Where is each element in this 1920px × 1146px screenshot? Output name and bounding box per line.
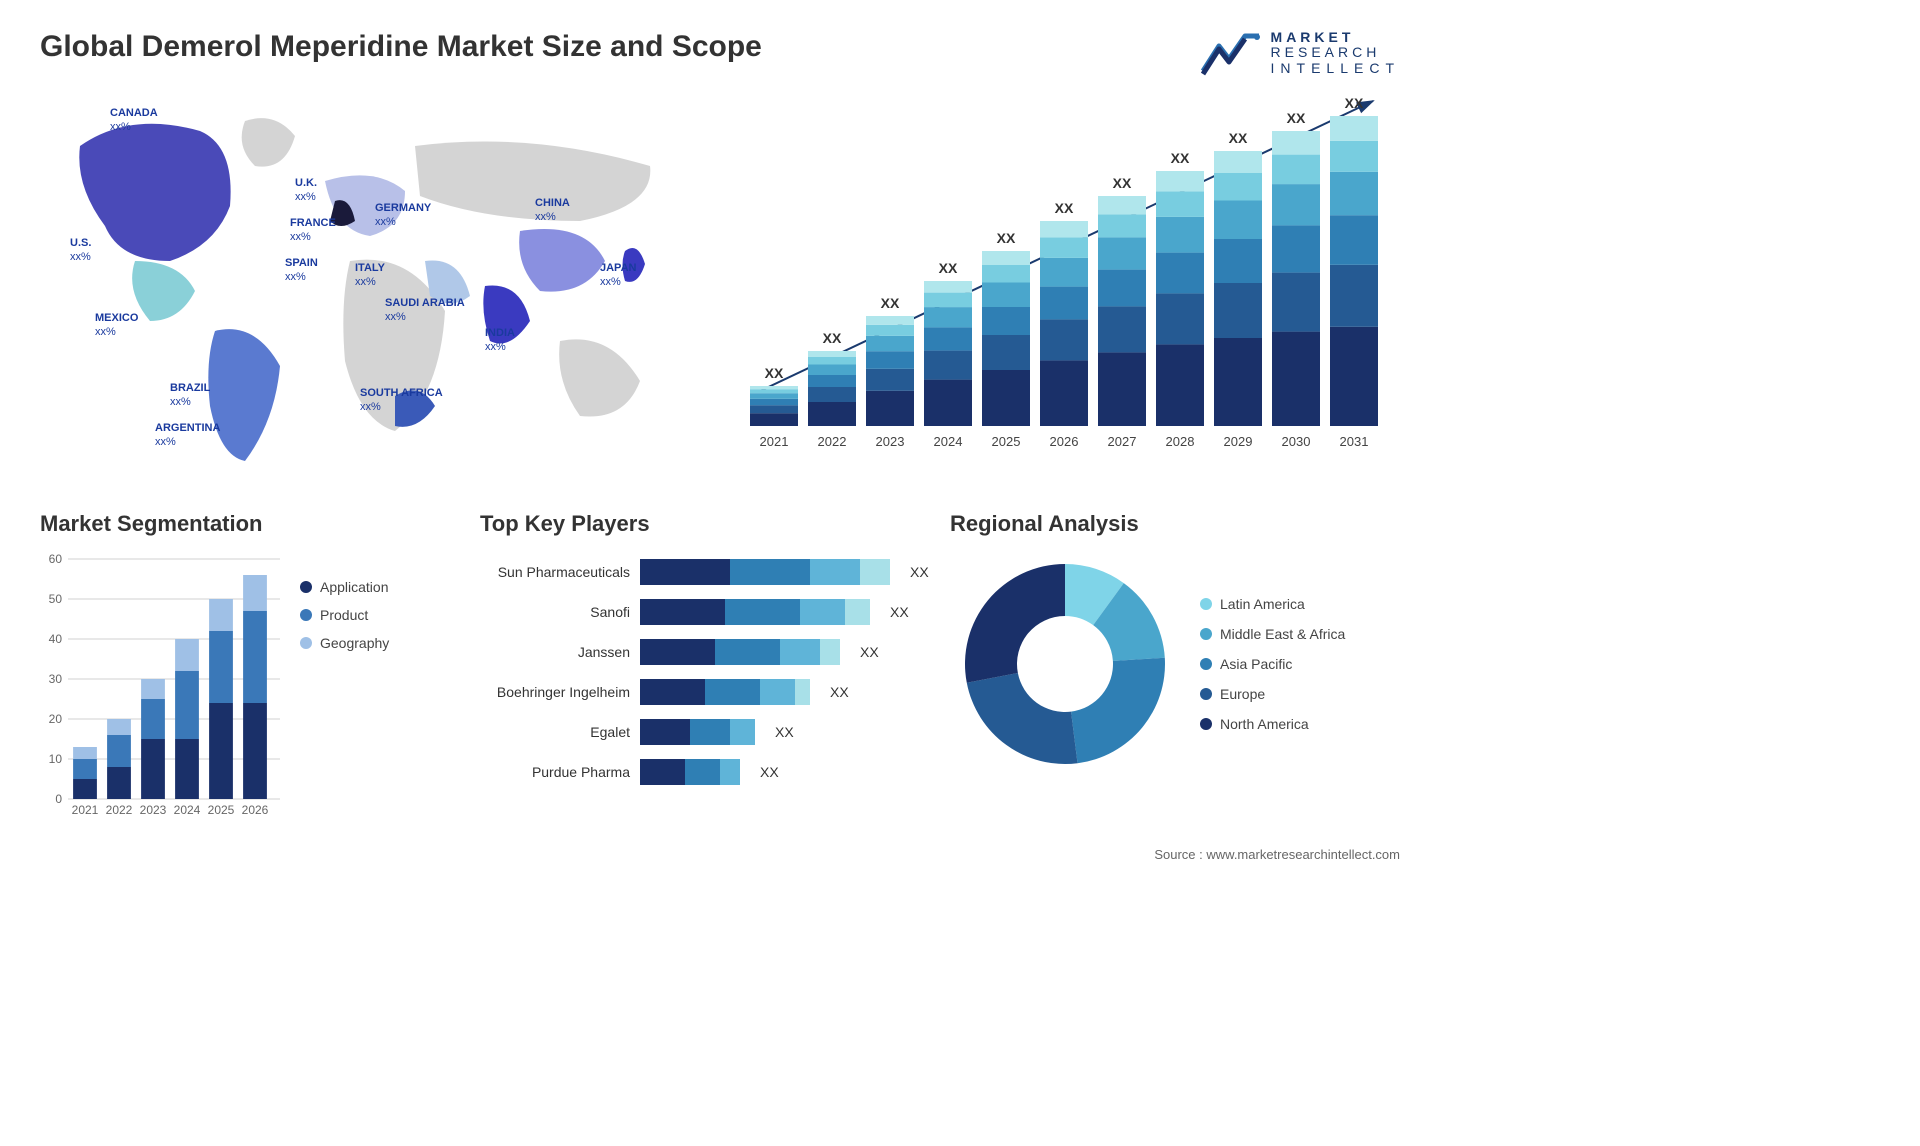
kp-row-egalet: EgaletXX [480,717,930,747]
svg-text:XX: XX [881,295,900,311]
segmentation-title: Market Segmentation [40,511,460,537]
svg-text:2031: 2031 [1340,434,1369,449]
svg-text:60: 60 [49,552,63,566]
svg-text:XX: XX [1171,150,1190,166]
map-label-saudi-arabia: SAUDI ARABIAxx% [385,296,465,325]
map-label-france: FRANCExx% [290,216,336,245]
svg-text:2027: 2027 [1108,434,1137,449]
svg-text:2025: 2025 [992,434,1021,449]
svg-text:2030: 2030 [1282,434,1311,449]
svg-text:2021: 2021 [72,803,99,817]
map-label-argentina: ARGENTINAxx% [155,421,220,450]
svg-text:2021: 2021 [760,434,789,449]
region-legend-middle-east-africa: Middle East & Africa [1200,626,1345,642]
svg-text:50: 50 [49,592,63,606]
svg-text:2023: 2023 [140,803,167,817]
region-legend-europe: Europe [1200,686,1345,702]
svg-text:XX: XX [1055,200,1074,216]
svg-text:XX: XX [1113,175,1132,191]
svg-text:2026: 2026 [242,803,269,817]
svg-text:XX: XX [997,230,1016,246]
svg-text:XX: XX [1345,95,1364,111]
svg-text:20: 20 [49,712,63,726]
source-attribution: Source : www.marketresearchintellect.com [40,847,1400,862]
segmentation-legend: Application Product Geography [300,549,389,829]
segmentation-chart: 0 10 20 30 40 50 60 2021 2022 2023 2024 2025 2026 [40,549,280,829]
kp-row-sanofi: SanofiXX [480,597,930,627]
main-forecast-chart: XX 2021 XX 2022 XX 2023 XX 2024 XX 2025 XX 2026 XX 20… [730,86,1400,466]
regional-title: Regional Analysis [950,511,1400,537]
regional-legend: Latin America Middle East & Africa Asia Pa… [1200,596,1345,732]
region-legend-latin-america: Latin America [1200,596,1345,612]
svg-text:2024: 2024 [174,803,201,817]
svg-text:XX: XX [939,260,958,276]
kp-row-janssen: JanssenXX [480,637,930,667]
map-label-china: CHINAxx% [535,196,570,225]
svg-text:XX: XX [1287,110,1306,126]
map-label-mexico: MEXICOxx% [95,311,138,340]
svg-text:2022: 2022 [106,803,133,817]
kp-row-purdue-pharma: Purdue PharmaXX [480,757,930,787]
seg-legend-geography: Geography [300,635,389,651]
map-label-japan: JAPANxx% [600,261,636,290]
map-label-india: INDIAxx% [485,326,515,355]
logo-mark-icon [1201,31,1261,76]
svg-text:2023: 2023 [876,434,905,449]
map-label-canada: CANADAxx% [110,106,158,135]
key-players-title: Top Key Players [480,511,930,537]
svg-text:XX: XX [823,330,842,346]
map-label-germany: GERMANYxx% [375,201,431,230]
svg-text:XX: XX [1229,130,1248,146]
map-label-south-africa: SOUTH AFRICAxx% [360,386,443,415]
logo-line-1: MARKET [1271,30,1400,45]
svg-text:2028: 2028 [1166,434,1195,449]
svg-text:XX: XX [765,365,784,381]
brand-logo: MARKET RESEARCH INTELLECT [1201,30,1400,76]
svg-text:2029: 2029 [1224,434,1253,449]
map-label-brazil: BRAZILxx% [170,381,210,410]
page-title: Global Demerol Meperidine Market Size an… [40,30,762,64]
kp-row-boehringer-ingelheim: Boehringer IngelheimXX [480,677,930,707]
svg-text:10: 10 [49,752,63,766]
svg-text:2025: 2025 [208,803,235,817]
world-map: CANADAxx% U.S.xx% MEXICOxx% BRAZILxx% ARGENT… [40,86,700,486]
seg-legend-application: Application [300,579,389,595]
logo-line-3: INTELLECT [1271,61,1400,76]
svg-text:40: 40 [49,632,63,646]
svg-text:2026: 2026 [1050,434,1079,449]
regional-donut-chart [950,549,1180,779]
kp-row-sun-pharmaceuticals: Sun PharmaceuticalsXX [480,557,930,587]
svg-text:2024: 2024 [934,434,963,449]
map-label-u.s.: U.S.xx% [70,236,91,265]
svg-text:2022: 2022 [818,434,847,449]
map-label-spain: SPAINxx% [285,256,318,285]
region-legend-asia-pacific: Asia Pacific [1200,656,1345,672]
svg-text:0: 0 [55,792,62,806]
map-label-italy: ITALYxx% [355,261,385,290]
key-players-chart: Sun PharmaceuticalsXX SanofiXX JanssenXX Bo… [480,549,930,787]
seg-legend-product: Product [300,607,389,623]
logo-line-2: RESEARCH [1271,45,1400,60]
svg-text:30: 30 [49,672,63,686]
map-label-u.k.: U.K.xx% [295,176,317,205]
region-legend-north-america: North America [1200,716,1345,732]
